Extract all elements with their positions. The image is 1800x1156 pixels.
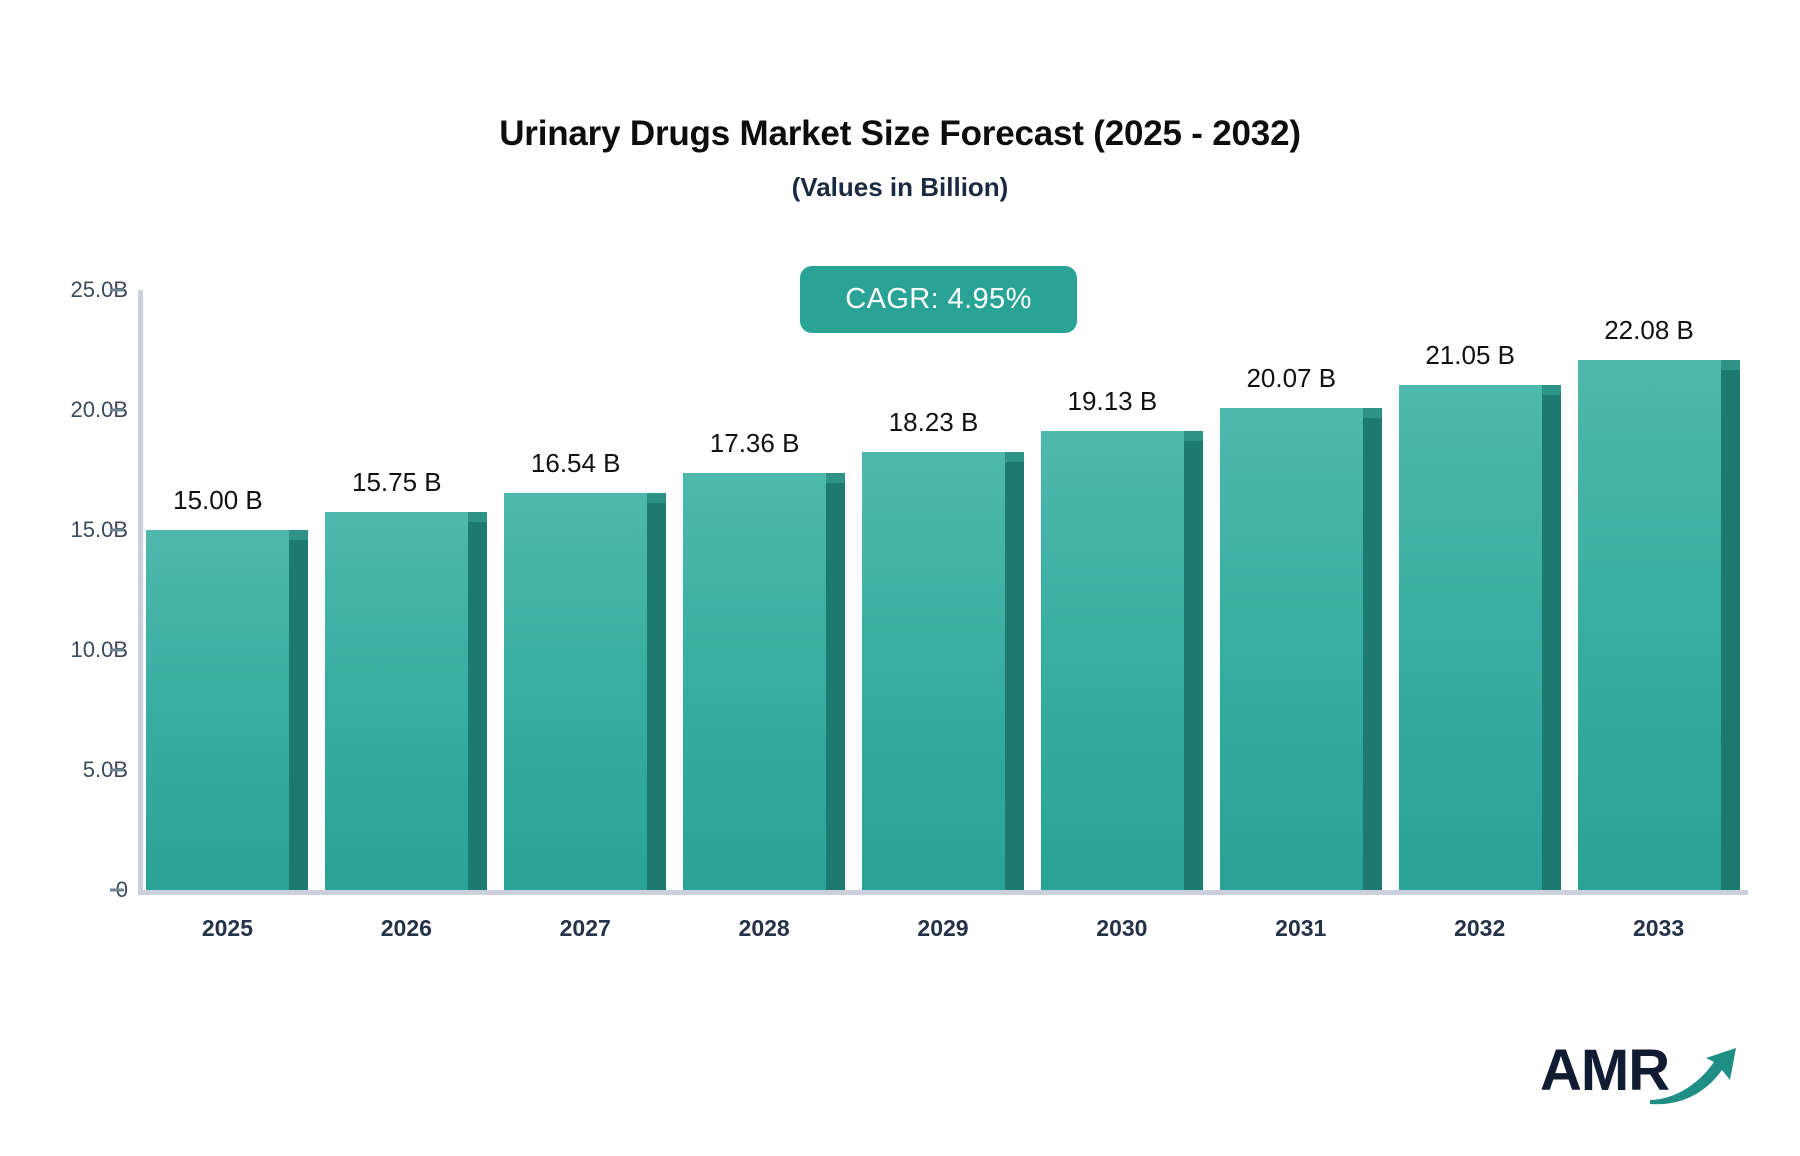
bar-face [683,473,827,890]
y-axis-tick-mark [110,288,124,292]
y-axis-tick-mark [110,648,124,652]
bar-value-label: 20.07 B [1246,363,1337,394]
y-axis-tick-mark [110,888,124,892]
bar-top-face [1183,430,1203,441]
bar-side-face [1541,394,1561,890]
bar-top-face [1005,452,1024,463]
bar-value-label: 15.75 B [352,467,442,497]
bar-top-face [289,530,309,540]
y-axis-tick-label: 15.0B [70,517,129,542]
bar-side-face [826,483,846,890]
bar-value-label: 16.54 B [530,448,621,479]
x-axis-tick-label: 2033 [1632,915,1685,941]
y-axis-tick-label: 25.0B [70,277,129,302]
x-axis-tick-label: 2027 [559,915,611,941]
growth-arrow-icon [1648,1044,1740,1111]
x-axis-tick-label: 2032 [1454,915,1506,941]
bar-face [1577,360,1721,890]
y-axis-tick-label: 5.0B [82,757,128,782]
bar-face [862,452,1005,890]
bar-top-face [647,493,667,504]
x-axis-tick-label: 2028 [738,915,790,941]
bar-value-label: 15.00 B [173,485,263,515]
y-axis-tick-label: 20.0B [70,397,129,422]
bar-side-face [1362,418,1382,890]
bar-side-face [647,503,667,890]
bar-face [325,512,469,890]
bar-value-label: 18.23 B [888,407,979,438]
cagr-badge: CAGR: 4.95% [800,266,1077,333]
plot-area: 15.00 B 15.75 B 16.54 B 17.36 B 18.23 B 19.13… [138,290,1748,895]
y-axis-tick-mark [110,768,124,772]
bar-top-face [1541,384,1561,395]
bar-value-label: 22.08 B [1604,315,1694,346]
bar-value-label: 21.05 B [1425,339,1515,370]
bar-side-face [289,540,309,890]
bar[interactable]: 15.00 B [146,485,309,890]
cagr-badge-label: CAGR: 4.95% [845,283,1032,315]
y-axis-tick-label: 10.0B [70,637,129,662]
y-axis-tick-mark [110,408,124,412]
bar-side-face [1183,440,1203,890]
bar[interactable]: 22.08 B [1577,315,1740,890]
bar-face [146,530,290,890]
bar-value-label: 17.36 B [709,428,800,459]
x-axis-tick-label: 2025 [201,915,254,941]
bar-top-face [1720,360,1740,371]
x-axis-tick-label: 2031 [1275,915,1327,941]
amr-logo-text: AMR [1540,1038,1670,1103]
bar[interactable]: 18.23 B [862,407,1024,890]
bar-face [1040,430,1184,890]
bar-value-label: 19.13 B [1067,385,1158,416]
y-axis-tick-mark [110,528,124,532]
x-axis-tick-label: 2030 [1096,915,1148,941]
bar[interactable]: 21.05 B [1398,340,1561,890]
chart-subtitle: (Values in Billion) [791,172,1009,202]
x-axis-tick-label: 2029 [917,915,969,941]
bar-face [1398,384,1542,890]
bar-top-face [1362,408,1382,419]
bar-top-face [468,512,488,522]
bar[interactable]: 19.13 B [1040,386,1203,890]
bar-side-face [468,522,488,890]
bar-face [1219,408,1363,890]
y-axis-tick-label: 0 [0,877,128,903]
bar[interactable]: 17.36 B [683,428,846,890]
bar-face [504,493,648,890]
x-axis-line [138,890,1748,895]
amr-logo: AMR [1540,1040,1740,1112]
bar-side-face [1005,462,1024,890]
x-axis-tick-label: 2026 [380,915,432,941]
bar-side-face [1720,370,1740,890]
bar[interactable]: 16.54 B [504,448,667,890]
bar[interactable]: 20.07 B [1219,363,1382,890]
y-axis-line [138,290,143,895]
bar-top-face [826,473,846,484]
chart-title: Urinary Drugs Market Size Forecast (2025… [499,114,1301,153]
bar[interactable]: 15.75 B [325,467,488,890]
